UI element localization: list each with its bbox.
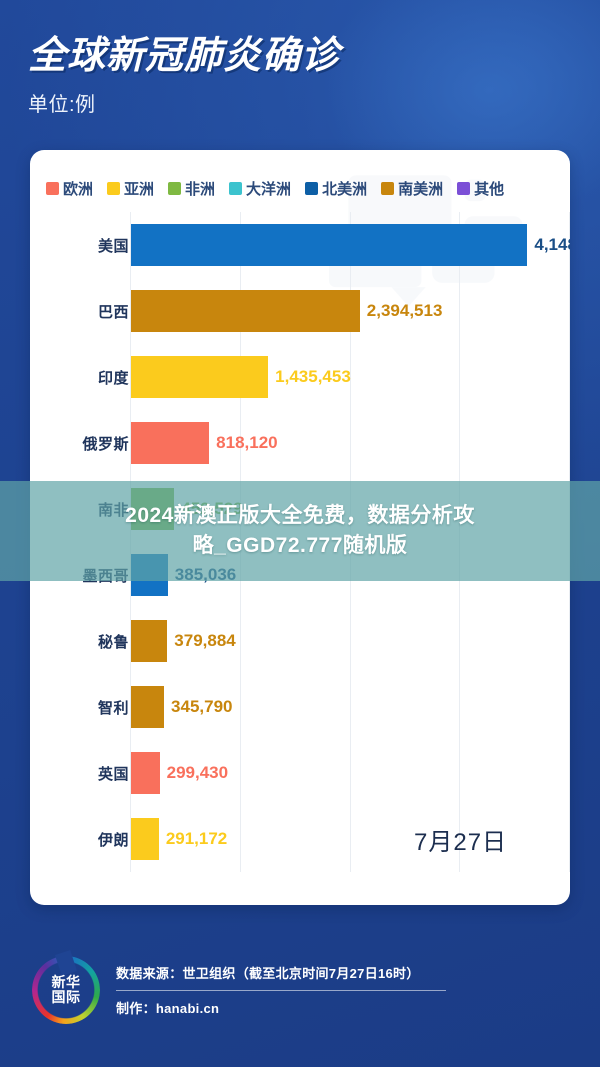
legend-swatch-icon [107,182,121,195]
legend-swatch-icon [457,182,471,195]
bar-value-label: 379,884 [174,631,236,650]
legend-item[interactable]: 北美洲 [305,178,367,199]
bar-wrapper: 818,120 [131,422,570,464]
bar-category-label: 智利 [97,699,129,717]
page-title: 全球新冠肺炎确诊 [28,33,341,77]
legend-label: 欧洲 [63,181,94,198]
bar-wrapper: 379,884 [131,620,570,662]
bar-row: 巴西 2,394,513 [30,278,570,344]
bar[interactable] [131,356,269,398]
bar[interactable] [131,752,160,794]
bar-value-label: 2,394,513 [366,301,443,320]
bar[interactable] [131,290,360,332]
chart-legend: 欧洲 亚洲 非洲 大洋洲 北美洲 南美洲 其他 [46,178,504,199]
overlay-text-line2: 略_GGD72.777随机版 [192,534,408,557]
bar-wrapper: 299,430 [131,752,570,794]
bar-category-label: 印度 [97,369,129,387]
bar-row: 美国 4,148,011 [30,212,570,278]
legend-item[interactable]: 南美洲 [381,178,443,199]
bar[interactable] [131,686,165,728]
bar-value-label: 299,430 [166,763,229,782]
overlay-banner: 2024新澳正版大全免费，数据分析攻 略_GGD72.777随机版 [0,481,600,581]
bar-value-label: 4,148,011 [534,235,570,254]
legend-swatch-icon [46,182,59,195]
legend-swatch-icon [305,182,319,195]
bar-row: 伊朗 291,172 [30,806,570,872]
credit-label: 制作：hanabi.cn [116,1001,220,1016]
legend-label: 其他 [474,181,505,198]
bar-wrapper: 291,172 [131,818,570,860]
legend-label: 北美洲 [322,181,368,198]
legend-label: 大洋洲 [246,181,292,198]
bar-row: 智利 345,790 [30,674,570,740]
bar-category-label: 英国 [97,765,129,783]
date-stamp: 7月27日 [414,829,508,856]
legend-label: 非洲 [185,181,216,198]
overlay-text-line1: 2024新澳正版大全免费，数据分析攻 [125,504,475,528]
header: 全球新冠肺炎确诊 单位:例 [28,24,568,117]
logo-text: 新华 国际 [32,956,100,1024]
bar-wrapper: 2,394,513 [131,290,570,332]
legend-swatch-icon [168,182,182,195]
data-source-label: 数据来源：世卫组织（截至北京时间7月27日16时） [116,966,420,981]
bar-wrapper: 1,435,453 [131,356,570,398]
bar-value-label: 1,435,453 [275,367,351,386]
footer: 新华 国际 数据来源：世卫组织（截至北京时间7月27日16时） 制作：hanab… [32,940,572,1040]
bar-row: 俄罗斯 818,120 [30,410,570,476]
bar[interactable] [131,422,210,464]
legend-item[interactable]: 非洲 [168,178,215,199]
bar-value-label: 818,120 [216,433,278,452]
bar-row: 英国 299,430 [30,740,570,806]
bar[interactable] [131,224,528,266]
bar-category-label: 美国 [97,237,129,255]
legend-swatch-icon [381,182,395,195]
legend-item[interactable]: 亚洲 [107,178,154,199]
bar[interactable] [131,818,159,860]
bar-wrapper: 4,148,011 [131,224,570,266]
legend-label: 亚洲 [124,181,155,198]
bar-category-label: 秘鲁 [97,633,129,651]
legend-swatch-icon [229,182,243,195]
bar-category-label: 伊朗 [97,831,129,849]
footer-text: 数据来源：世卫组织（截至北京时间7月27日16时） 制作：hanabi.cn [116,963,572,1017]
bar-value-label: 345,790 [171,697,233,716]
bar-row: 印度 1,435,453 [30,344,570,410]
legend-item[interactable]: 欧洲 [46,178,93,199]
bar-row: 秘鲁 379,884 [30,608,570,674]
legend-item[interactable]: 大洋洲 [229,178,291,199]
legend-item[interactable]: 其他 [457,178,504,199]
bar[interactable] [131,620,168,662]
bar-category-label: 巴西 [97,303,129,321]
unit-subtitle: 单位:例 [28,94,96,116]
bar-wrapper: 345,790 [131,686,570,728]
logo-text-line2: 国际 [51,989,81,1005]
xinhua-logo: 新华 国际 [32,950,100,1024]
logo-text-line1: 新华 [51,974,81,991]
legend-label: 南美洲 [398,181,444,198]
bar-value-label: 291,172 [165,829,228,848]
footer-divider [116,990,446,991]
bar-category-label: 俄罗斯 [82,435,129,453]
